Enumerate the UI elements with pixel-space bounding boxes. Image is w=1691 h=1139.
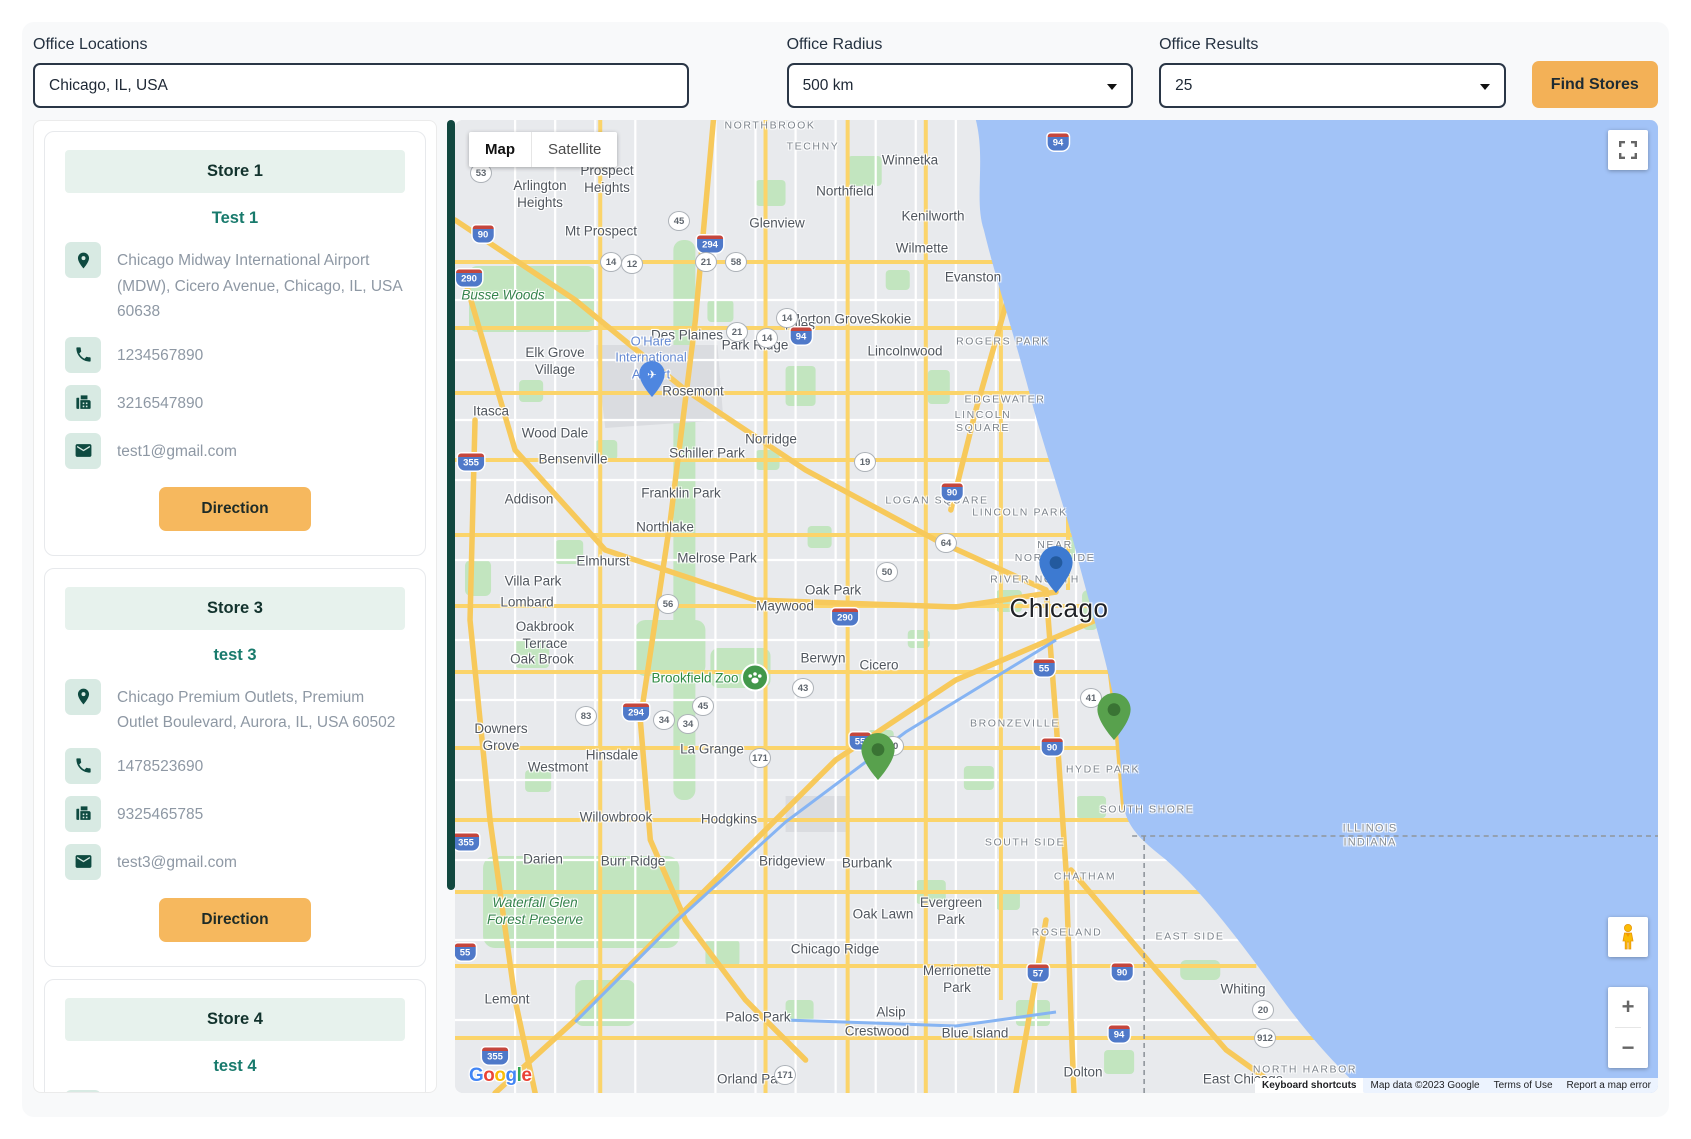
store-email: test3@gmail.com (117, 853, 237, 871)
store-address-row: Chicago Midway International Airport (MD… (65, 242, 405, 325)
store-phone-row: 1478523690 (65, 747, 405, 784)
store-address-row: 4850 South Lake Park Avenue, Chicago, IL… (65, 1089, 405, 1092)
store-fax: 9325465785 (117, 805, 204, 823)
sidebar-scrollbar[interactable] (437, 120, 455, 1093)
google-logo-letter: o (494, 1065, 506, 1086)
store-address: 4850 South Lake Park Avenue, Chicago, IL… (117, 1090, 405, 1092)
page-container: Office Locations Office Radius 500 km Of… (22, 22, 1669, 1117)
map-type-divider (531, 132, 532, 167)
zoom-in-button[interactable]: + (1621, 994, 1635, 1019)
store-list-panel[interactable]: Store 1 Test 1 Chicago Midway Internatio… (33, 120, 437, 1093)
store-name: test 3 (213, 645, 257, 664)
office-results-select[interactable]: 25 (1159, 63, 1506, 108)
map-canvas[interactable]: NORTHBROOK TECHNY Winnetka Northfield Prospe… (455, 120, 1658, 1093)
email-icon (65, 432, 101, 469)
satellite-tab[interactable]: Satellite (532, 132, 618, 167)
store-fax-row: 3216547890 (65, 384, 405, 421)
store-address: Chicago Premium Outlets, Premium Outlet … (117, 688, 396, 732)
google-logo-letter: g (505, 1065, 518, 1086)
phone-icon (65, 747, 101, 784)
store-fax-row: 9325465785 (65, 795, 405, 832)
office-radius-value: 500 km (802, 76, 854, 94)
store-header-label: Store 3 (65, 586, 405, 630)
chevron-down-icon (1479, 83, 1490, 90)
office-locations-label: Office Locations (33, 36, 148, 53)
office-locations-field: Office Locations (33, 36, 689, 108)
office-locations-input[interactable] (33, 63, 689, 108)
store-phone: 1478523690 (117, 757, 204, 775)
terms-of-use-link[interactable]: Terms of Use (1486, 1078, 1560, 1093)
google-logo-letter: G (469, 1065, 484, 1086)
fullscreen-icon (1619, 141, 1637, 159)
search-form: Office Locations Office Radius 500 km Of… (33, 36, 1658, 108)
location-pin-icon (65, 242, 101, 278)
store-email-row: test1@gmail.com (65, 432, 405, 469)
location-pin-icon (65, 678, 101, 715)
fax-icon (65, 384, 101, 421)
office-radius-field: Office Radius 500 km (786, 36, 1134, 108)
office-radius-select[interactable]: 500 km (786, 63, 1134, 108)
keyboard-shortcuts-button[interactable]: Keyboard shortcuts (1255, 1078, 1364, 1093)
pegman-button[interactable] (1608, 917, 1648, 957)
email-icon (65, 843, 101, 880)
content-row: Store 1 Test 1 Chicago Midway Internatio… (33, 120, 1658, 1093)
store-name: Test 1 (211, 209, 259, 227)
fax-icon (65, 795, 101, 832)
store-address-row: Chicago Premium Outlets, Premium Outlet … (65, 678, 405, 736)
office-results-label: Office Results (1159, 36, 1259, 53)
store-card: Store 1 Test 1 Chicago Midway Internatio… (44, 131, 426, 556)
direction-button-wrap: Direction (65, 897, 405, 942)
map-type-control: Map Satellite (469, 132, 618, 167)
pegman-icon (1622, 924, 1634, 950)
direction-button[interactable]: Direction (159, 897, 311, 942)
store-fax: 3216547890 (117, 394, 204, 412)
fullscreen-button[interactable] (1608, 130, 1648, 170)
store-card: Store 3 test 3 Chicago Premium Outlets, … (44, 567, 426, 967)
office-radius-label: Office Radius (786, 36, 883, 53)
find-stores-button[interactable]: Find Stores (1531, 61, 1658, 108)
google-logo-letter: l (516, 1065, 522, 1086)
google-logo: Google (469, 1065, 532, 1087)
report-map-error-link[interactable]: Report a map error (1559, 1078, 1658, 1093)
store-email-row: test3@gmail.com (65, 843, 405, 880)
store-address: Chicago Midway International Airport (MD… (117, 252, 402, 321)
zoom-control: + − (1608, 987, 1648, 1068)
office-results-value: 25 (1175, 76, 1193, 94)
google-logo-letter: e (521, 1065, 532, 1086)
map-base-art (455, 120, 1658, 1093)
office-results-field: Office Results 25 (1159, 36, 1506, 108)
store-phone: 1234567890 (117, 346, 204, 364)
store-header-label: Store 1 (65, 150, 405, 193)
map-attribution: Keyboard shortcuts Map data ©2023 Google T… (1255, 1078, 1658, 1093)
direction-button[interactable]: Direction (159, 486, 311, 531)
location-pin-icon (65, 1089, 101, 1092)
scrollbar-thumb[interactable] (447, 120, 455, 890)
store-email: test1@gmail.com (117, 442, 237, 460)
store-card: Store 4 test 4 4850 South Lake Park Aven… (44, 978, 426, 1092)
zoom-out-button[interactable]: − (1621, 1035, 1635, 1060)
store-header-label: Store 4 (65, 997, 405, 1041)
store-name: test 4 (213, 1056, 257, 1075)
direction-button-wrap: Direction (65, 486, 405, 531)
map-data-credit: Map data ©2023 Google (1363, 1078, 1487, 1093)
store-phone-row: 1234567890 (65, 336, 405, 373)
map-tab[interactable]: Map (469, 132, 531, 167)
chevron-down-icon (1107, 83, 1118, 90)
zoom-divider (1615, 1027, 1641, 1028)
phone-icon (65, 336, 101, 373)
google-logo-letter: o (483, 1065, 495, 1086)
